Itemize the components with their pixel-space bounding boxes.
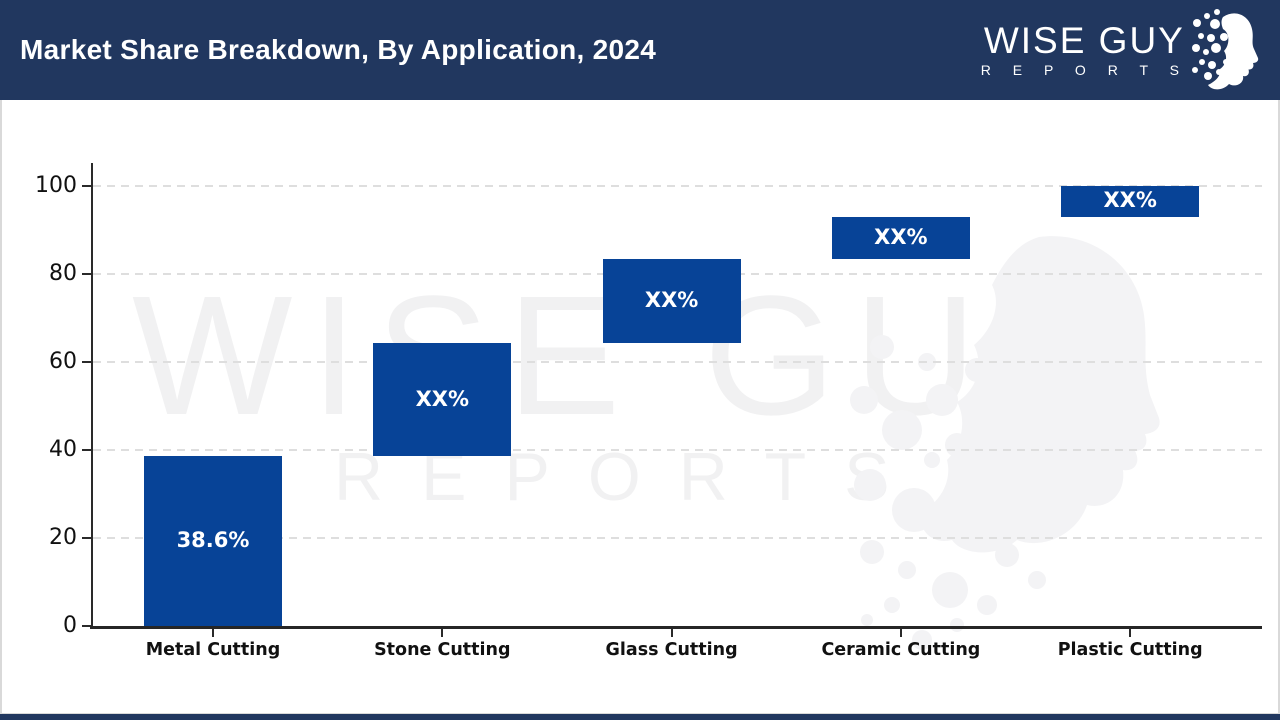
bar-value-label: XX% bbox=[1103, 188, 1157, 213]
bar-glass-cutting: XX% bbox=[602, 259, 741, 344]
gridline bbox=[93, 361, 1262, 363]
x-axis-tick bbox=[212, 629, 214, 637]
gridline bbox=[93, 449, 1262, 451]
y-axis-tick-label: 60 bbox=[49, 349, 77, 374]
category-label: Glass Cutting bbox=[605, 640, 738, 660]
logo-head-icon bbox=[1192, 9, 1259, 90]
footer-hairline bbox=[0, 713, 1280, 714]
wise-guy-logo: WISE GUY R E P O R T S bbox=[981, 7, 1262, 93]
bar-metal-cutting: 38.6% bbox=[144, 456, 282, 626]
bar-value-label: 38.6% bbox=[176, 528, 250, 553]
y-axis-tick bbox=[82, 273, 91, 275]
footer-bar bbox=[0, 714, 1280, 720]
bar-value-label: XX% bbox=[874, 224, 928, 249]
page-title: Market Share Breakdown, By Application, … bbox=[20, 34, 657, 65]
report-header: Market Share Breakdown, By Application, … bbox=[0, 0, 1280, 100]
chart-area: WISE GUY REPORTS 0 20 40 60 80 100 38.6% Metal … bbox=[0, 100, 1280, 714]
category-label: Stone Cutting bbox=[374, 640, 511, 660]
y-axis-line bbox=[91, 163, 93, 629]
y-axis-tick bbox=[82, 537, 91, 539]
y-axis-tick-label: 80 bbox=[49, 261, 77, 286]
y-axis-tick-label: 40 bbox=[49, 437, 77, 462]
bar-ceramic-cutting: XX% bbox=[831, 216, 970, 260]
y-axis-tick-label: 100 bbox=[35, 173, 77, 198]
y-axis-tick-label: 20 bbox=[49, 525, 77, 550]
watermark-head-graphic bbox=[850, 236, 1160, 650]
category-label: Ceramic Cutting bbox=[821, 640, 981, 660]
logo-wordmark: WISE GUY R E P O R T S bbox=[980, 20, 1188, 79]
bar-stone-cutting: XX% bbox=[373, 343, 512, 457]
bar-value-label: XX% bbox=[644, 288, 699, 313]
x-axis-line bbox=[90, 626, 1262, 629]
x-axis-tick bbox=[899, 629, 902, 637]
category-label: Plastic Cutting bbox=[1057, 640, 1203, 660]
bar-value-label: XX% bbox=[415, 386, 470, 411]
y-axis-tick bbox=[82, 449, 91, 451]
logo-wordmark-line1: WISE GUY bbox=[983, 20, 1185, 61]
gridline bbox=[93, 537, 1262, 539]
bar-plastic-cutting: XX% bbox=[1061, 186, 1200, 217]
logo-wordmark-line2: R E P O R T S bbox=[980, 62, 1188, 78]
y-axis-tick bbox=[82, 625, 91, 627]
y-axis-tick bbox=[82, 185, 91, 187]
x-axis-tick bbox=[1129, 629, 1132, 637]
x-axis-tick bbox=[670, 629, 673, 637]
y-axis-tick-label: 0 bbox=[63, 613, 77, 638]
gridline bbox=[93, 185, 1262, 187]
y-axis-tick bbox=[82, 361, 91, 363]
x-axis-tick bbox=[441, 629, 444, 637]
category-label: Metal Cutting bbox=[145, 640, 281, 660]
